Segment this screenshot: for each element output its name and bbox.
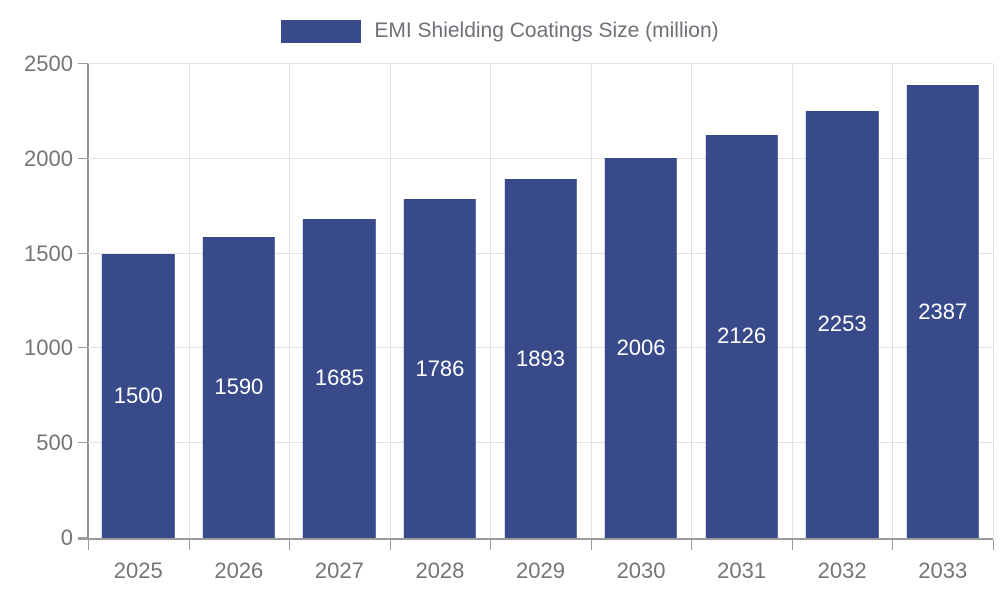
legend-item[interactable]: EMI Shielding Coatings Size (million) (281, 19, 719, 43)
x-axis-tick (590, 540, 592, 550)
bar-2031[interactable]: 2126 (705, 134, 778, 538)
y-axis-tick (78, 537, 88, 538)
gridline-vertical (389, 64, 391, 538)
gridline-horizontal (88, 157, 993, 159)
gridline-vertical (289, 64, 291, 538)
x-axis-tick (88, 540, 89, 550)
bar-2029[interactable]: 1893 (504, 179, 577, 538)
x-axis-tick (993, 540, 994, 550)
legend-label: EMI Shielding Coatings Size (million) (374, 19, 719, 42)
x-axis-tick (289, 540, 291, 550)
bar-value-label: 2387 (918, 298, 968, 324)
bar-2032[interactable]: 2253 (805, 110, 879, 538)
x-axis-tick (791, 540, 793, 550)
y-tick-label: 0 (60, 525, 73, 550)
x-tick-label: 2027 (314, 558, 364, 583)
x-tick-label: 2026 (214, 558, 264, 583)
bar-value-label: 1500 (113, 382, 163, 408)
x-axis-tick (892, 540, 894, 550)
y-tick-label: 1000 (24, 335, 73, 361)
y-tick-label: 2500 (24, 51, 73, 76)
x-tick-label: 2030 (616, 558, 666, 583)
y-axis-tick (78, 63, 88, 64)
x-tick-label: 2029 (516, 558, 565, 583)
y-axis-tick (78, 442, 88, 444)
bar-value-label: 1685 (314, 365, 364, 391)
y-axis-tick (78, 252, 88, 254)
x-tick-label: 2025 (113, 558, 163, 583)
gridline-vertical (791, 64, 793, 538)
gridline-vertical (993, 64, 994, 538)
bar-value-label: 1590 (214, 374, 264, 400)
y-axis-tick (78, 157, 88, 159)
x-axis-tick (188, 540, 190, 550)
y-tick-label: 2000 (24, 145, 73, 171)
x-axis-tick (691, 540, 693, 550)
bar-2030[interactable]: 2006 (604, 157, 678, 538)
x-tick-label: 2031 (717, 558, 767, 583)
gridline-vertical (490, 64, 492, 538)
gridline-vertical (691, 64, 693, 538)
x-axis-tick (389, 540, 391, 550)
gridline-vertical (188, 64, 190, 538)
x-axis-tick (490, 540, 492, 550)
bar-2025[interactable]: 1500 (102, 253, 175, 538)
gridline-vertical (892, 64, 894, 538)
bar-value-label: 2006 (616, 334, 666, 360)
bar-2027[interactable]: 1685 (303, 218, 376, 538)
plot-area: 0 500 1000 1500 2000 2500 1500 2025 1590 2026 1685… (24, 53, 994, 582)
bar-2033[interactable]: 2387 (906, 85, 979, 538)
bar-value-label: 2253 (817, 311, 867, 337)
y-tick-label: 1500 (24, 240, 73, 266)
bar-value-label: 2126 (717, 323, 767, 349)
x-tick-label: 2033 (918, 558, 968, 583)
gridline-vertical (590, 64, 592, 538)
bar-2028[interactable]: 1786 (403, 199, 477, 538)
bar-value-label: 1786 (415, 355, 465, 381)
x-tick-label: 2032 (817, 558, 867, 583)
legend: EMI Shielding Coatings Size (million) (0, 19, 1000, 43)
gridline-horizontal (88, 63, 993, 64)
y-tick-label: 500 (36, 430, 73, 456)
legend-swatch-icon (281, 19, 362, 43)
y-axis-tick (78, 347, 88, 349)
bar-2026[interactable]: 1590 (202, 236, 276, 538)
bar-value-label: 1893 (516, 345, 565, 371)
x-tick-label: 2028 (415, 558, 465, 583)
